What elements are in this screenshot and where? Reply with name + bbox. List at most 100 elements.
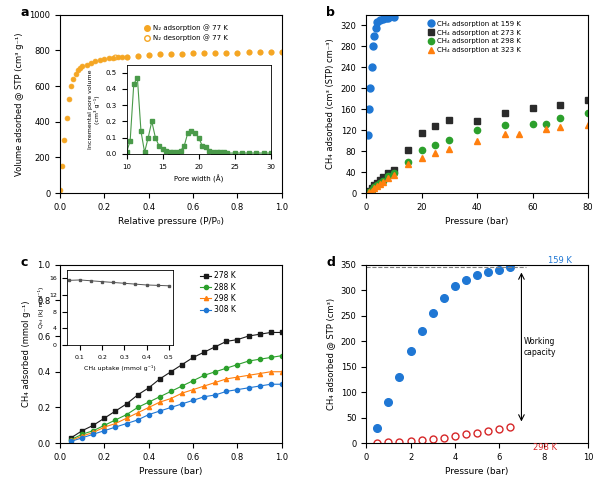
CH₄ adsorption at 323 K [379, 179, 386, 185]
CH₄ adsorption at 159 K [364, 132, 371, 138]
CH₄ adsorption at 273 K [584, 97, 592, 103]
298 K [134, 410, 141, 416]
308 K [89, 431, 97, 437]
288 K [89, 428, 97, 433]
298 K [123, 415, 130, 421]
CH₄ adsorption at 159 K [379, 16, 386, 22]
278 K [145, 385, 152, 391]
Legend: CH₄ adsorption at 159 K, CH₄ adsorption at 273 K, CH₄ adsorption at 298 K, CH₄ a: CH₄ adsorption at 159 K, CH₄ adsorption … [425, 18, 524, 56]
308 K [156, 408, 163, 414]
CH₄ adsorption at 273 K [376, 177, 383, 183]
308 K [278, 381, 286, 387]
CH₄ adsorption at 323 K [385, 175, 392, 181]
288 K [67, 437, 74, 443]
CH₄ adsorption at 298 K [473, 127, 481, 133]
288 K [190, 378, 197, 384]
308 K [200, 394, 208, 400]
278 K [134, 392, 141, 398]
298 K [89, 430, 97, 435]
288 K [101, 422, 108, 428]
278 K [156, 376, 163, 382]
CH₄ adsorption at 298 K [379, 178, 386, 184]
CH₄ adsorption at 273 K [379, 174, 386, 180]
CH₄ adsorption at 273 K [501, 111, 508, 116]
CH₄ adsorption at 159 K [365, 106, 373, 112]
288 K [79, 431, 86, 437]
CH₄ adsorption at 323 K [374, 184, 381, 189]
CH₄ adsorption at 323 K [432, 150, 439, 156]
Y-axis label: CH₄ adsorbed (cm³ (STP) cm⁻³): CH₄ adsorbed (cm³ (STP) cm⁻³) [326, 38, 335, 169]
Text: c: c [20, 256, 28, 269]
Legend: N₂ adsorption @ 77 K, N₂ desorption @ 77 K: N₂ adsorption @ 77 K, N₂ desorption @ 77… [141, 21, 230, 44]
288 K [245, 358, 252, 364]
CH₄ adsorption at 298 K [368, 187, 375, 192]
CH₄ adsorption at 323 K [501, 131, 508, 137]
308 K [145, 412, 152, 417]
CH₄ adsorption at 273 K [390, 167, 397, 172]
CH₄ adsorption at 298 K [446, 137, 453, 143]
288 K [145, 399, 152, 405]
278 K [101, 415, 108, 421]
278 K [256, 331, 263, 337]
X-axis label: Pressure (bar): Pressure (bar) [445, 218, 509, 226]
308 K [134, 417, 141, 423]
308 K [67, 438, 74, 444]
278 K [278, 330, 286, 336]
278 K [190, 355, 197, 360]
CH₄ adsorption at 273 K [557, 102, 564, 108]
CH₄ adsorption at 323 K [371, 186, 378, 191]
278 K [167, 369, 175, 375]
CH₄ adsorption at 298 K [501, 122, 508, 128]
Line: 278 K: 278 K [69, 330, 284, 440]
CH₄ adsorption at 273 K [432, 123, 439, 129]
278 K [178, 362, 185, 368]
278 K [67, 435, 74, 441]
308 K [178, 401, 185, 407]
308 K [256, 383, 263, 389]
298 K [212, 379, 219, 385]
Line: CH₄ adsorption at 323 K: CH₄ adsorption at 323 K [366, 122, 591, 195]
288 K [134, 405, 141, 411]
X-axis label: Relative pressure (P/P₀): Relative pressure (P/P₀) [118, 218, 224, 226]
CH₄ adsorption at 298 K [385, 173, 392, 179]
298 K [245, 373, 252, 378]
298 K [79, 433, 86, 439]
308 K [223, 389, 230, 394]
288 K [200, 373, 208, 378]
Line: 308 K: 308 K [69, 382, 284, 444]
CH₄ adsorption at 298 K [374, 182, 381, 187]
CH₄ adsorption at 273 K [365, 187, 373, 193]
298 K [101, 424, 108, 430]
308 K [79, 435, 86, 441]
CH₄ adsorption at 273 K [446, 117, 453, 123]
288 K [267, 355, 274, 360]
CH₄ adsorption at 298 K [365, 188, 373, 194]
CH₄ adsorption at 323 K [368, 187, 375, 193]
278 K [223, 338, 230, 344]
CH₄ adsorption at 298 K [390, 170, 397, 176]
308 K [245, 385, 252, 391]
CH₄ adsorption at 273 K [368, 185, 375, 191]
308 K [267, 381, 274, 387]
CH₄ adsorption at 323 K [515, 131, 522, 137]
CH₄ adsorption at 298 K [418, 147, 425, 153]
CH₄ adsorption at 273 K [371, 182, 378, 188]
278 K [212, 344, 219, 350]
Y-axis label: Volume adsorbed @ STP (cm³ g⁻¹): Volume adsorbed @ STP (cm³ g⁻¹) [15, 32, 24, 176]
288 K [223, 365, 230, 371]
X-axis label: Pressure (bar): Pressure (bar) [445, 468, 509, 476]
288 K [123, 412, 130, 417]
CH₄ adsorption at 323 K [584, 122, 592, 128]
CH₄ adsorption at 159 K [370, 43, 377, 49]
CH₄ adsorption at 323 K [404, 161, 412, 167]
Y-axis label: CH₄ adsorbed (mmol g⁻¹): CH₄ adsorbed (mmol g⁻¹) [22, 300, 31, 407]
Legend: 278 K, 288 K, 298 K, 308 K: 278 K, 288 K, 298 K, 308 K [197, 268, 239, 318]
Line: CH₄ adsorption at 298 K: CH₄ adsorption at 298 K [366, 110, 591, 195]
CH₄ adsorption at 273 K [385, 170, 392, 176]
308 K [234, 387, 241, 393]
CH₄ adsorption at 323 K [473, 138, 481, 144]
CH₄ adsorption at 298 K [584, 111, 592, 116]
CH₄ adsorption at 323 K [543, 126, 550, 132]
288 K [256, 356, 263, 362]
298 K [67, 438, 74, 444]
